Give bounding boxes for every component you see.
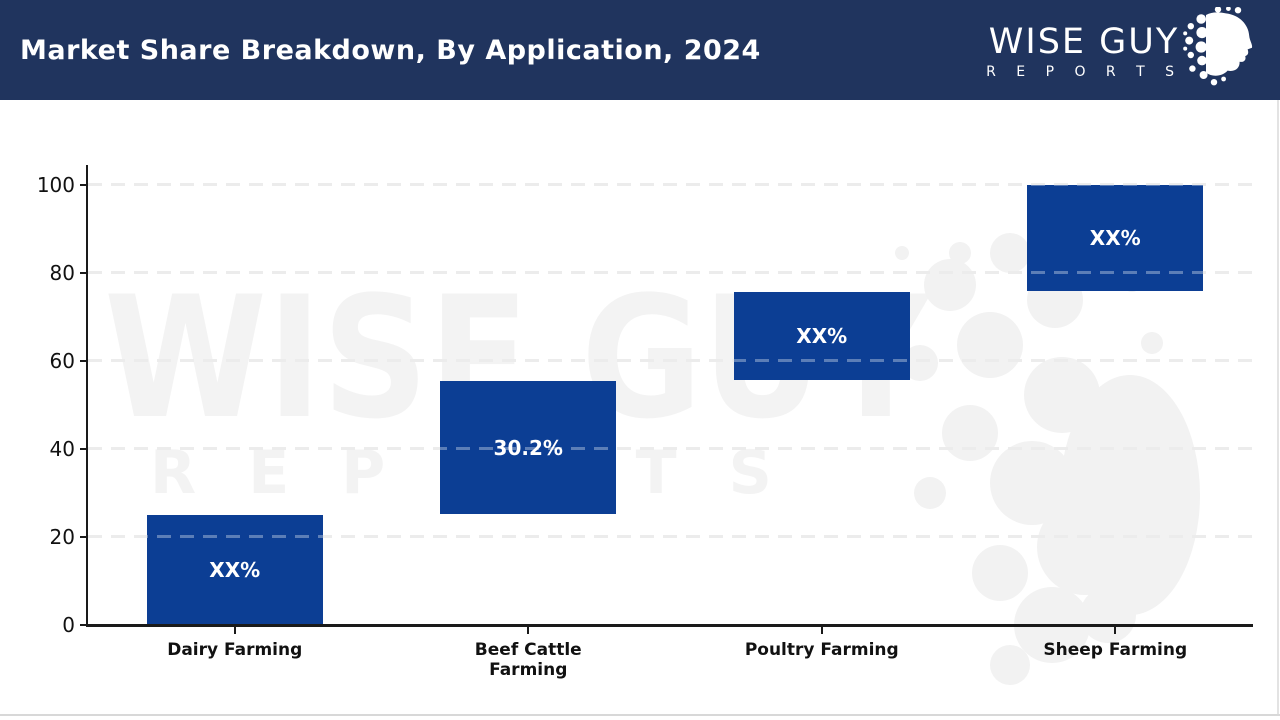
- gridline-100: [88, 183, 1253, 186]
- y-axis-line: [86, 165, 88, 627]
- bar-beef-cattle-farming: 30.2%: [440, 381, 617, 515]
- gridline-60: [88, 359, 1253, 362]
- y-tick-label-100: 100: [36, 173, 75, 197]
- y-tick-label-40: 40: [49, 437, 75, 461]
- y-tick-label-0: 0: [62, 613, 75, 637]
- bar-value-label: XX%: [209, 558, 261, 582]
- bar-poultry-farming: XX%: [733, 291, 910, 381]
- right-border: [1277, 100, 1279, 716]
- x-tick-mark-sheep-farming: [1114, 627, 1117, 634]
- y-tick-mark-100: [80, 184, 87, 186]
- y-tick-mark-0: [80, 624, 87, 626]
- x-tick-mark-poultry-farming: [820, 627, 823, 634]
- brand-logo: WISE GUY R E P O R T S: [986, 7, 1268, 94]
- header: Market Share Breakdown, By Application, …: [0, 0, 1280, 100]
- y-tick-label-60: 60: [49, 349, 75, 373]
- gridline-20: [88, 535, 1253, 538]
- gridline-60: [88, 359, 1253, 362]
- y-tick-mark-80: [80, 272, 87, 274]
- bar-sheep-farming: XX%: [1027, 185, 1204, 291]
- y-tick-label-20: 20: [49, 525, 75, 549]
- x-category-label-sheep-farming: Sheep Farming: [1043, 640, 1188, 660]
- brand-subtext: R E P O R T S: [986, 64, 1182, 80]
- gridline-20: [88, 535, 1253, 538]
- gridline-80: [88, 271, 1253, 274]
- bar-dairy-farming: XX%: [146, 515, 323, 625]
- x-category-label-beef-cattle-farming: Beef Cattle Farming: [474, 640, 582, 681]
- x-tick-mark-dairy-farming: [233, 627, 236, 634]
- y-tick-mark-40: [80, 448, 87, 450]
- bar-value-label: XX%: [1089, 225, 1141, 250]
- gridline-80: [88, 271, 1253, 274]
- gridline-40: [88, 447, 1253, 450]
- gridline-40: [88, 447, 1253, 450]
- y-tick-label-80: 80: [49, 261, 75, 285]
- bar-value-label: 30.2%: [493, 435, 563, 460]
- brand-face-icon: [1183, 7, 1253, 86]
- plot-area: XX% 30.2% XX% XX%: [88, 183, 1262, 625]
- brand-wordmark: WISE GUY: [988, 22, 1180, 62]
- y-tick-mark-60: [80, 360, 87, 362]
- x-category-label-poultry-farming: Poultry Farming: [744, 640, 899, 660]
- footer-divider: [0, 714, 1280, 716]
- gridline-100: [88, 183, 1253, 186]
- x-tick-mark-beef-cattle-farming: [527, 627, 530, 634]
- x-axis-line: [87, 624, 1253, 627]
- x-category-label-dairy-farming: Dairy Farming: [167, 640, 303, 660]
- y-tick-mark-20: [80, 536, 87, 538]
- page-title: Market Share Breakdown, By Application, …: [20, 35, 761, 66]
- bar-value-label: XX%: [796, 323, 848, 348]
- brand-logo-text: WISE GUY R E P O R T S: [986, 22, 1182, 80]
